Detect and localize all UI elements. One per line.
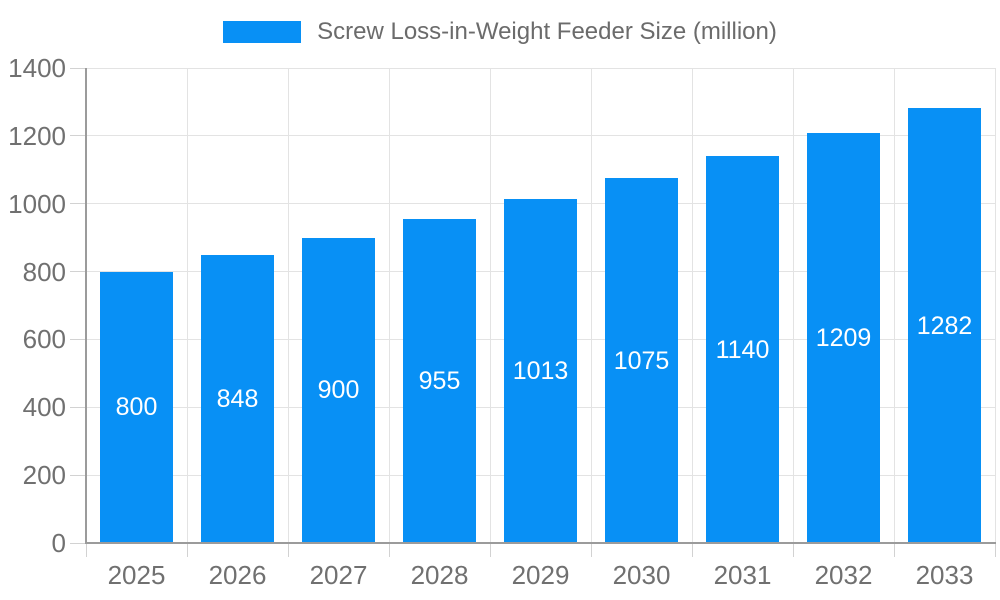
x-axis-tick-label: 2025 — [107, 560, 166, 590]
x-axis-tick-label: 2033 — [915, 560, 974, 590]
bar-2030[interactable] — [605, 178, 678, 543]
bar-2029[interactable] — [504, 199, 577, 543]
y-axis-tick-label: 1400 — [8, 53, 66, 83]
x-axis-tick-label: 2031 — [713, 560, 772, 590]
x-axis-tick-mark — [85, 543, 87, 557]
bar-value-label: 1209 — [815, 323, 872, 352]
bar-value-label: 900 — [317, 376, 360, 405]
y-axis-tick-label: 0 — [51, 528, 66, 558]
y-axis-tick-mark — [70, 406, 86, 408]
v-gridline — [186, 68, 188, 543]
bar-2032[interactable] — [807, 132, 880, 543]
h-gridline — [86, 135, 995, 137]
x-axis-tick-mark — [893, 543, 895, 557]
x-axis-tick-mark — [186, 543, 188, 557]
y-axis-tick-mark — [70, 203, 86, 205]
v-gridline — [893, 68, 895, 543]
bar-value-label: 1013 — [512, 357, 569, 386]
x-axis-tick-mark — [590, 543, 592, 557]
v-gridline — [287, 68, 289, 543]
x-axis-tick-mark — [994, 543, 996, 557]
v-gridline — [792, 68, 794, 543]
bar-2027[interactable] — [302, 237, 375, 543]
bar-value-label: 800 — [115, 393, 158, 422]
x-axis-tick-mark — [792, 543, 794, 557]
y-axis-tick-label: 400 — [22, 392, 66, 423]
legend-label: Screw Loss-in-Weight Feeder Size (millio… — [317, 18, 777, 45]
y-axis-tick-mark — [70, 271, 86, 273]
y-axis-tick-label: 200 — [22, 460, 66, 491]
x-axis-tick-mark — [691, 543, 693, 557]
y-axis-tick-label: 600 — [22, 324, 66, 355]
v-gridline — [994, 68, 996, 543]
legend-swatch-icon — [223, 21, 302, 43]
x-axis-tick-mark — [388, 543, 390, 557]
x-axis-tick-label: 2030 — [612, 560, 671, 590]
y-axis-tick-label: 1000 — [8, 188, 66, 219]
x-axis-tick-label: 2028 — [410, 560, 469, 590]
bar-2028[interactable] — [403, 218, 476, 543]
x-axis-line — [85, 542, 996, 544]
x-axis-tick-label: 2027 — [309, 560, 368, 590]
y-axis-line — [85, 68, 87, 543]
y-axis-tick-mark — [70, 474, 86, 476]
y-axis-tick-mark — [70, 338, 86, 340]
x-axis-tick-label: 2032 — [814, 560, 873, 590]
bar-value-label: 1075 — [613, 346, 670, 375]
bar-2031[interactable] — [706, 156, 779, 543]
x-axis-tick-mark — [489, 543, 491, 557]
bar-2026[interactable] — [201, 255, 274, 543]
h-gridline — [86, 67, 995, 69]
y-axis-tick-label: 800 — [22, 256, 66, 287]
bar-2025[interactable] — [100, 271, 173, 543]
bar-value-label: 1282 — [916, 311, 973, 340]
v-gridline — [489, 68, 491, 543]
bar-value-label: 1140 — [715, 335, 770, 364]
bar-2033[interactable] — [908, 108, 981, 543]
y-axis-tick-mark — [70, 67, 86, 69]
y-axis-tick-mark — [70, 135, 86, 137]
v-gridline — [691, 68, 693, 543]
y-axis-tick-mark — [70, 542, 86, 544]
bar-value-label: 955 — [418, 366, 461, 395]
v-gridline — [388, 68, 390, 543]
bar-value-label: 848 — [216, 385, 259, 414]
y-axis-tick-label: 1200 — [8, 120, 66, 151]
v-gridline — [590, 68, 592, 543]
chart-legend[interactable]: Screw Loss-in-Weight Feeder Size (millio… — [0, 18, 1000, 46]
x-axis-tick-label: 2029 — [511, 560, 570, 590]
x-axis-tick-mark — [287, 543, 289, 557]
x-axis-tick-label: 2026 — [208, 560, 267, 590]
